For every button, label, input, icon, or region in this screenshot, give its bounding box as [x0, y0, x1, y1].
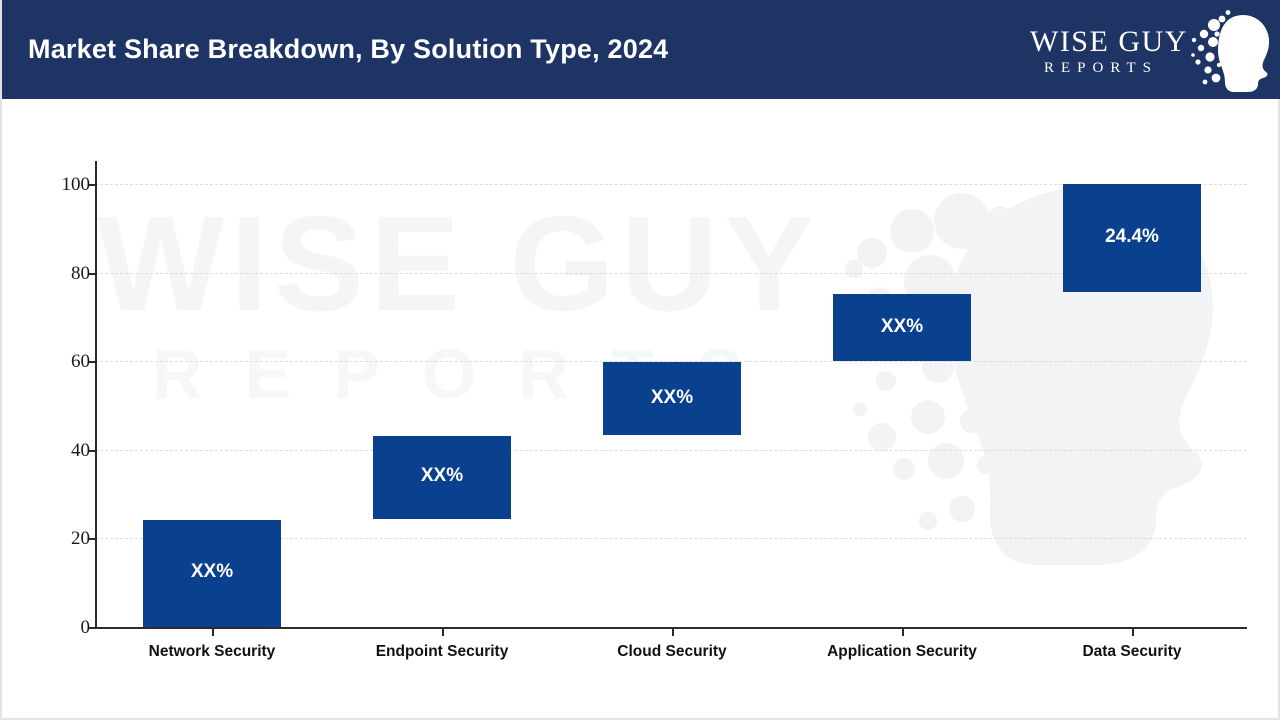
chart-plot-area: WISE GUY REPORTS: [2, 99, 1280, 720]
y-tick-mark-20: [88, 538, 96, 541]
y-tick-mark-0: [88, 627, 96, 629]
bar-value-label-0: XX%: [190, 561, 234, 583]
brand-logo-line1: WISE GUY: [1030, 25, 1188, 58]
x-tick-mark-4: [1132, 627, 1134, 636]
y-tick-label-40: 40: [71, 439, 90, 461]
x-tick-label-cloud-security: Cloud Security: [617, 643, 727, 660]
dotted-head-profile-icon: [1184, 10, 1276, 101]
y-tick-label-80: 80: [71, 262, 90, 284]
y-tick-label-60: 60: [71, 351, 90, 373]
x-tick-label-application-security: Application Security: [827, 643, 977, 660]
gridline-80: [95, 272, 1247, 274]
bar-endpoint-security[interactable]: XX%: [373, 436, 511, 519]
y-tick-mark-40: [88, 449, 96, 452]
bar-network-security[interactable]: XX%: [143, 519, 281, 627]
bar-value-label-1: XX%: [420, 465, 464, 487]
x-tick-mark-1: [442, 627, 444, 636]
y-tick-label-0: 0: [80, 617, 91, 638]
y-tick-mark-100: [88, 184, 96, 186]
x-tick-mark-0: [212, 627, 214, 636]
gridline-40: [95, 449, 1247, 451]
bar-cloud-security[interactable]: XX%: [603, 362, 741, 436]
y-tick-mark-80: [88, 272, 96, 275]
y-tick-label-20: 20: [71, 528, 90, 550]
gridline-20: [95, 538, 1247, 540]
bar-application-security[interactable]: XX%: [833, 293, 971, 362]
x-tick-label-data-security: Data Security: [1082, 643, 1182, 660]
bar-value-label-2: XX%: [650, 386, 694, 408]
brand-logo-line2: REPORTS: [1044, 60, 1158, 76]
watermark-text-line1: WISE GUY: [97, 188, 821, 339]
page-title: Market Share Breakdown, By Solution Type…: [28, 34, 669, 64]
chart-header-banner: Market Share Breakdown, By Solution Type…: [2, 0, 1280, 99]
bar-value-label-3: XX%: [880, 315, 924, 337]
x-axis-line: [95, 627, 1247, 629]
y-axis-line: [95, 161, 97, 628]
y-tick-label-100: 100: [61, 174, 91, 195]
brand-logo: WISE GUY REPORTS: [1026, 4, 1276, 96]
x-tick-label-endpoint-security: Endpoint Security: [375, 643, 509, 660]
y-tick-mark-60: [88, 361, 96, 364]
bar-data-security[interactable]: 24.4%: [1063, 184, 1201, 293]
bar-value-label-4: 24.4%: [1105, 226, 1159, 248]
gridline-100: [95, 184, 1247, 185]
x-tick-mark-3: [902, 627, 904, 636]
x-tick-label-network-security: Network Security: [148, 643, 276, 660]
x-tick-mark-2: [672, 627, 674, 636]
gridline-60: [95, 361, 1247, 363]
